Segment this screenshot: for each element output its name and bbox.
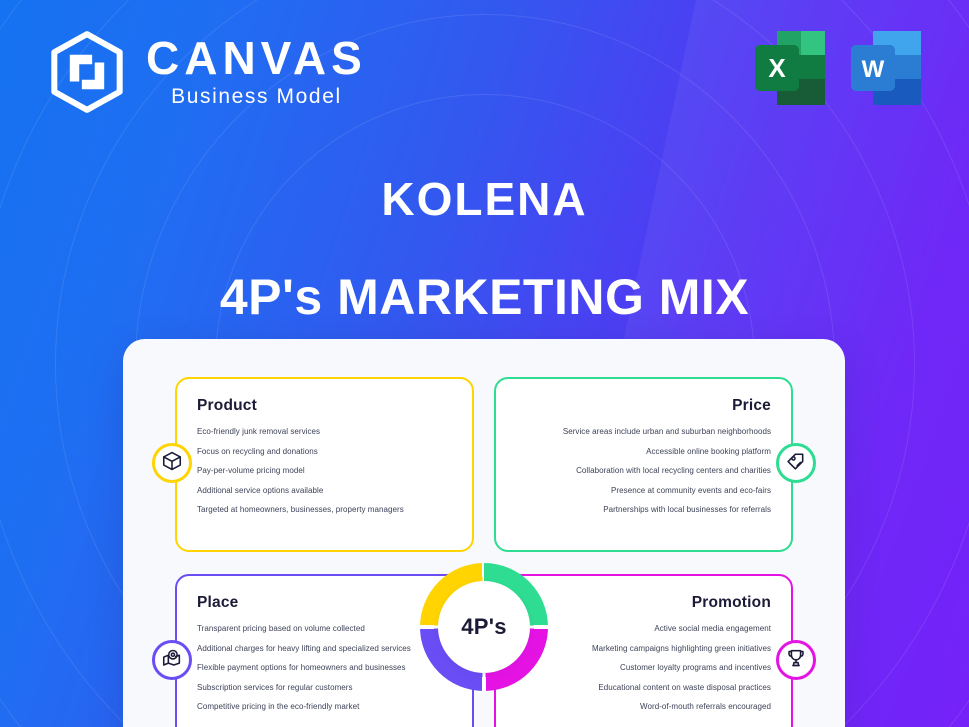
hexagon-canvas-logo-icon bbox=[44, 29, 130, 115]
list-item: Transparent pricing based on volume coll… bbox=[197, 624, 365, 633]
quadrant-promotion[interactable]: Promotion Active social media engagement… bbox=[494, 574, 793, 727]
word-icon: W bbox=[847, 27, 925, 109]
badge-promotion bbox=[776, 640, 816, 680]
list-item: Service areas include urban and suburban… bbox=[562, 427, 771, 436]
list-item: Partnerships with local businesses for r… bbox=[603, 505, 771, 514]
list-item: Educational content on waste disposal pr… bbox=[598, 682, 771, 692]
list-item: Customer loyalty programs and incentives bbox=[620, 663, 771, 672]
badge-price bbox=[776, 443, 816, 483]
list-item: Flexible payment options for homeowners … bbox=[197, 663, 406, 672]
quadrant-list: Active social media engagement Marketing… bbox=[516, 625, 771, 711]
list-item: Targeted at homeowners, businesses, prop… bbox=[197, 505, 404, 514]
list-item: Additional service options available bbox=[197, 485, 324, 495]
quadrant-list: Eco-friendly junk removal services Focus… bbox=[197, 428, 452, 514]
list-item: Subscription services for regular custom… bbox=[197, 682, 353, 692]
quadrant-title: Place bbox=[197, 594, 239, 611]
list-item: Accessible online booking platform bbox=[646, 446, 771, 456]
svg-text:X: X bbox=[768, 53, 786, 83]
quadrant-product[interactable]: Product Eco-friendly junk removal servic… bbox=[175, 377, 474, 552]
list-item: Presence at community events and eco-fai… bbox=[611, 485, 771, 495]
list-item: Collaboration with local recycling cente… bbox=[576, 466, 771, 475]
cube-box-icon bbox=[161, 450, 183, 477]
quadrant-price[interactable]: Price Service areas include urban and su… bbox=[494, 377, 793, 552]
badge-place bbox=[152, 640, 192, 680]
donut-label: 4P's bbox=[461, 614, 507, 639]
quadrant-title: Promotion bbox=[691, 594, 771, 611]
company-name: KOLENA bbox=[381, 173, 588, 225]
donut-hole: 4P's bbox=[438, 581, 530, 673]
list-item: Focus on recycling and donations bbox=[197, 446, 318, 456]
content-panel: Product Eco-friendly junk removal servic… bbox=[123, 339, 845, 727]
trophy-icon bbox=[785, 647, 807, 674]
badge-product bbox=[152, 443, 192, 483]
map-pin-location-icon bbox=[161, 647, 183, 674]
page-title: 4P's MARKETING MIX bbox=[219, 269, 750, 325]
brand-title: CANVAS bbox=[146, 32, 367, 84]
brand-subtitle: Business Model bbox=[171, 85, 342, 108]
quadrant-title: Product bbox=[197, 397, 257, 414]
price-tag-icon bbox=[785, 450, 807, 477]
quadrant-list: Transparent pricing based on volume coll… bbox=[197, 625, 452, 711]
list-item: Additional charges for heavy lifting and… bbox=[197, 643, 411, 653]
list-item: Word-of-mouth referrals encouraged bbox=[640, 702, 771, 711]
quadrant-list: Service areas include urban and suburban… bbox=[516, 428, 771, 514]
center-donut: 4P's bbox=[420, 563, 548, 691]
excel-icon: X bbox=[751, 27, 829, 109]
office-logos: X W bbox=[751, 27, 925, 109]
brand-logo: CANVAS Business Model bbox=[44, 29, 367, 115]
svg-text:W: W bbox=[862, 56, 885, 83]
list-item: Competitive pricing in the eco-friendly … bbox=[197, 702, 360, 711]
list-item: Active social media engagement bbox=[654, 624, 771, 633]
list-item: Marketing campaigns highlighting green i… bbox=[591, 643, 771, 653]
quadrant-title: Price bbox=[732, 397, 771, 414]
four-p-grid: Product Eco-friendly junk removal servic… bbox=[152, 377, 816, 727]
list-item: Pay-per-volume pricing model bbox=[197, 466, 305, 475]
list-item: Eco-friendly junk removal services bbox=[197, 427, 321, 436]
